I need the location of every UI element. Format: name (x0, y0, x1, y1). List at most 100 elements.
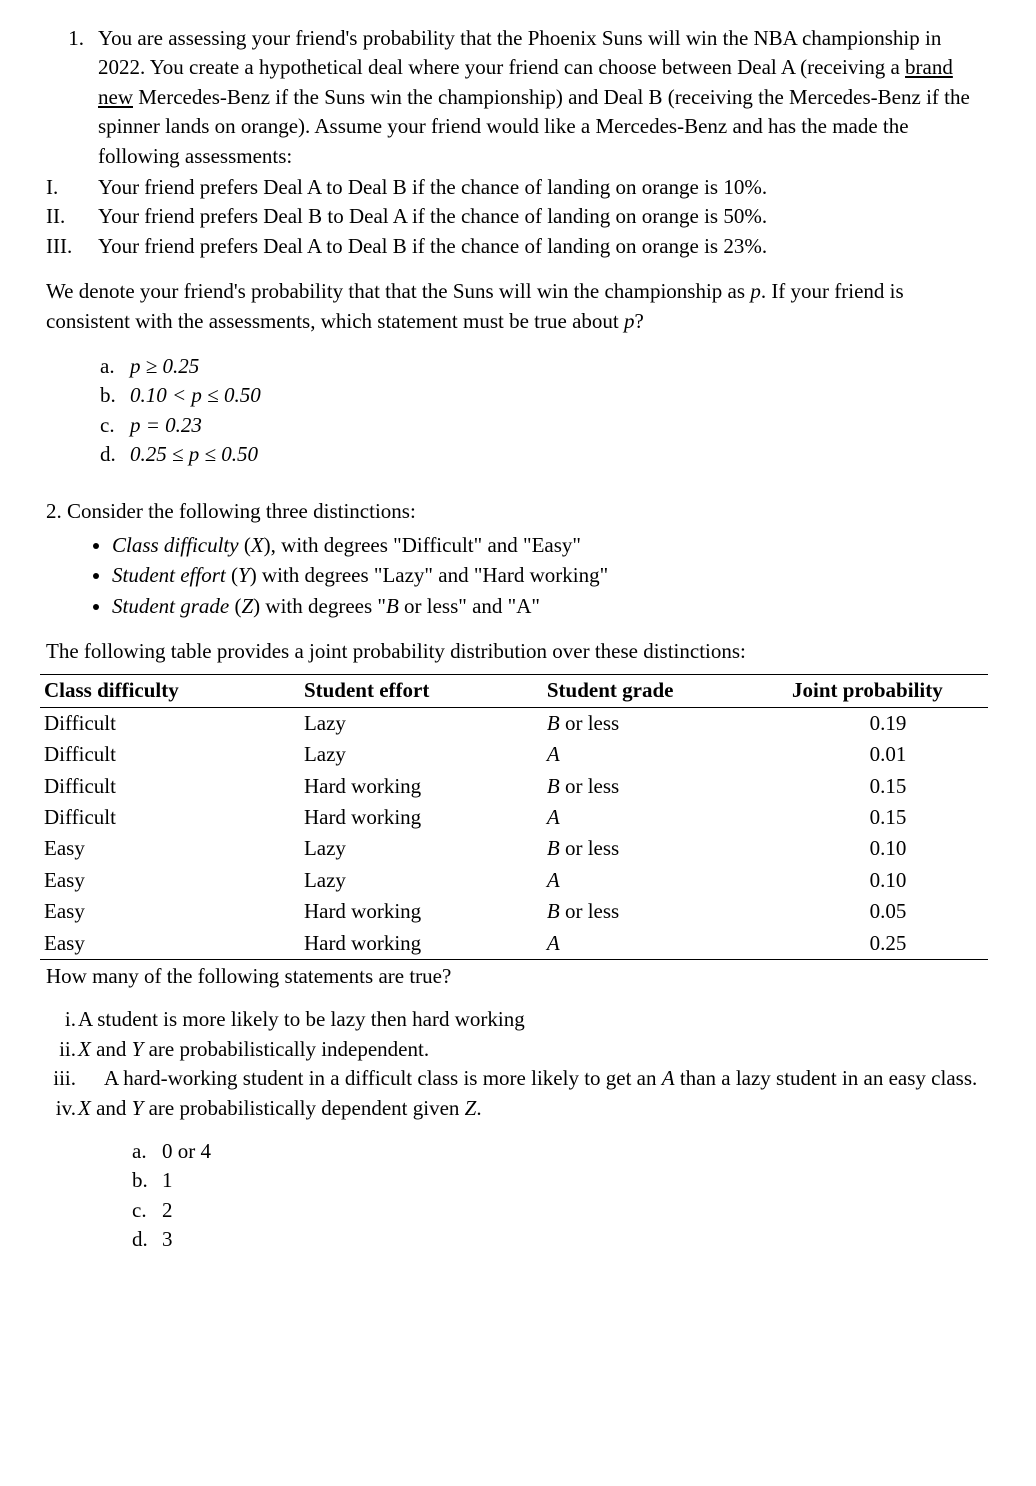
q1-number: 1. (40, 24, 98, 171)
roman-text: Your friend prefers Deal A to Deal B if … (98, 232, 988, 261)
opt-letter: a. (100, 352, 130, 381)
table-cell: Lazy (300, 865, 543, 896)
var-y: Y (132, 1037, 144, 1061)
stmt-text: A student is more likely to be lazy then… (76, 1005, 988, 1034)
q1-options: a. p ≥ 0.25 b. 0.10 < p ≤ 0.50 c. p = 0.… (100, 352, 988, 470)
table-row: DifficultLazyB or less0.19 (40, 707, 988, 739)
stmt-3: iii. A hard-working student in a difficu… (40, 1064, 988, 1093)
option-c: c. 2 (132, 1196, 988, 1225)
stmt-text: X and Y are probabilistically independen… (76, 1035, 988, 1064)
table-cell: Difficult (40, 771, 300, 802)
opt-text: 2 (162, 1196, 988, 1225)
roman-num: III. (40, 232, 98, 261)
table-row: DifficultHard workingB or less0.15 (40, 771, 988, 802)
q1-roman-3: III. Your friend prefers Deal A to Deal … (40, 232, 988, 261)
q2-number: 2. (46, 499, 62, 523)
table-cell: Easy (40, 865, 300, 896)
opt-math: 0.25 ≤ p ≤ 0.50 (130, 442, 258, 466)
table-cell: 0.19 (788, 707, 988, 739)
var-x: X (251, 533, 264, 557)
table-cell: A (543, 928, 788, 960)
bullet-italic: Student grade (112, 594, 229, 618)
table-cell: 0.15 (788, 802, 988, 833)
q1-roman-1: I. Your friend prefers Deal A to Deal B … (40, 173, 988, 202)
table-cell: Hard working (300, 896, 543, 927)
var-z: Z (241, 594, 253, 618)
table-cell: Easy (40, 896, 300, 927)
q2-bullets: Class difficulty (X), with degrees "Diff… (112, 531, 988, 621)
option-c: c. p = 0.23 (100, 411, 988, 440)
stmt-num: iv. (40, 1094, 76, 1123)
q2-statements: i. A student is more likely to be lazy t… (40, 1005, 988, 1123)
q1-stem: 1. You are assessing your friend's proba… (40, 24, 988, 171)
var-y: Y (132, 1096, 144, 1120)
opt-letter: c. (100, 411, 130, 440)
bullet-2: Student effort (Y) with degrees "Lazy" a… (112, 561, 988, 590)
table-cell: 0.15 (788, 771, 988, 802)
table-cell: Hard working (300, 771, 543, 802)
table-row: EasyLazyA0.10 (40, 865, 988, 896)
stmt-text: X and Y are probabilistically dependent … (76, 1094, 988, 1123)
opt-math: p ≥ 0.25 (130, 354, 199, 378)
pre: A hard-working student in a difficult cl… (104, 1066, 662, 1090)
table-row: EasyHard workingB or less0.05 (40, 896, 988, 927)
table-cell: Difficult (40, 707, 300, 739)
table-cell: 0.01 (788, 739, 988, 770)
q1-stem-pre: You are assessing your friend's probabil… (98, 26, 941, 79)
table-cell: 0.10 (788, 865, 988, 896)
mid: and (91, 1096, 132, 1120)
mid: and (91, 1037, 132, 1061)
table-cell: 0.10 (788, 833, 988, 864)
opt-text: 3 (162, 1225, 988, 1254)
opt-letter: d. (100, 440, 130, 469)
var-p: p (624, 309, 635, 333)
option-a: a. 0 or 4 (132, 1137, 988, 1166)
var-x: X (78, 1096, 91, 1120)
opt-math: p = 0.23 (130, 413, 202, 437)
question-2-stem: 2. Consider the following three distinct… (46, 497, 988, 526)
q1-body: You are assessing your friend's probabil… (98, 24, 988, 171)
bullet-3: Student grade (Z) with degrees "B or les… (112, 592, 988, 621)
table-cell: 0.25 (788, 928, 988, 960)
table-row: EasyHard workingA0.25 (40, 928, 988, 960)
table-cell: Hard working (300, 928, 543, 960)
th-difficulty: Class difficulty (40, 675, 300, 707)
question-1: 1. You are assessing your friend's proba… (40, 24, 988, 469)
stmt-num: iii. (40, 1064, 76, 1093)
followup-end: ? (634, 309, 643, 333)
q2-table-intro: The following table provides a joint pro… (46, 637, 988, 666)
table-row: DifficultLazyA0.01 (40, 739, 988, 770)
th-effort: Student effort (300, 675, 543, 707)
table-cell: 0.05 (788, 896, 988, 927)
opt-math: 0.10 < p ≤ 0.50 (130, 383, 261, 407)
roman-text: Your friend prefers Deal A to Deal B if … (98, 173, 988, 202)
opt-letter: c. (132, 1196, 162, 1225)
th-grade: Student grade (543, 675, 788, 707)
bullet-1: Class difficulty (X), with degrees "Diff… (112, 531, 988, 560)
followup-pre: We denote your friend's probability that… (46, 279, 750, 303)
th-prob: Joint probability (788, 675, 988, 707)
table-cell: Easy (40, 928, 300, 960)
table-cell: A (543, 802, 788, 833)
stmt-num: i. (40, 1005, 76, 1034)
table-cell: A (543, 865, 788, 896)
option-d: d. 0.25 ≤ p ≤ 0.50 (100, 440, 988, 469)
bullet-italic: Class difficulty (112, 533, 239, 557)
option-a: a. p ≥ 0.25 (100, 352, 988, 381)
table-cell: Difficult (40, 802, 300, 833)
table-cell: B or less (543, 771, 788, 802)
stmt-1: i. A student is more likely to be lazy t… (40, 1005, 988, 1034)
stmt-text: A hard-working student in a difficult cl… (76, 1064, 988, 1093)
opt-text: 1 (162, 1166, 988, 1195)
var-y: Y (238, 563, 250, 587)
table-cell: Lazy (300, 707, 543, 739)
table-row: EasyLazyB or less0.10 (40, 833, 988, 864)
stmt-2: ii. X and Y are probabilistically indepe… (40, 1035, 988, 1064)
q2-stem-text: Consider the following three distinction… (67, 499, 416, 523)
table-cell: Difficult (40, 739, 300, 770)
table-cell: B or less (543, 707, 788, 739)
table-body: DifficultLazyB or less0.19DifficultLazyA… (40, 707, 988, 959)
grade-a: A (662, 1066, 675, 1090)
stmt-4: iv. X and Y are probabilistically depend… (40, 1094, 988, 1123)
post2b: . (476, 1096, 481, 1120)
